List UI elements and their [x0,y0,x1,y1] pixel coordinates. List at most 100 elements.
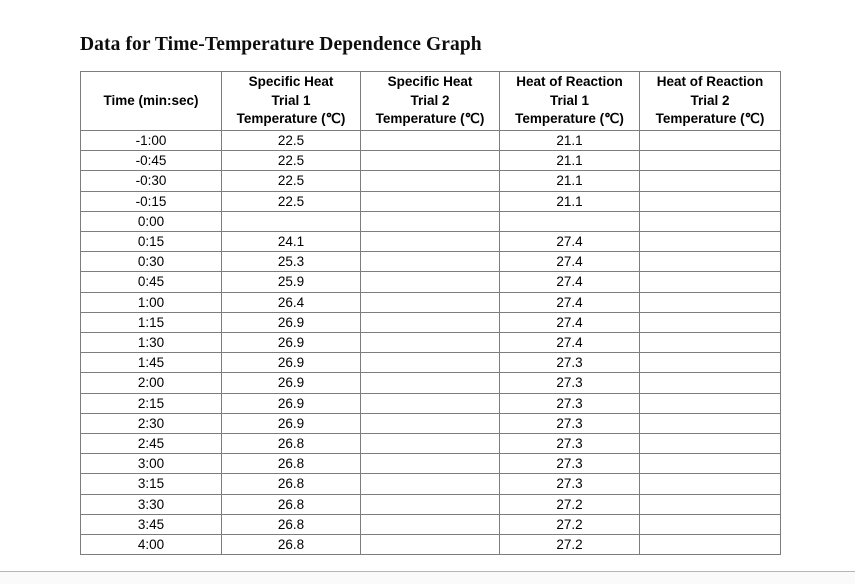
temperature-cell [639,352,781,374]
table-row: 3:00 26.8 27.3 [80,453,781,475]
temperature-cell [360,251,500,273]
temperature-cell [639,271,781,293]
temperature-cell: 22.5 [221,170,361,192]
temperature-cell: 27.3 [499,372,640,394]
temperature-cell [639,231,781,253]
temperature-cell: 27.4 [499,251,640,273]
temperature-cell: 25.3 [221,251,361,273]
time-cell: 1:30 [80,332,222,354]
temperature-cell [360,412,500,435]
table-row: 2:15 26.9 27.3 [80,392,781,414]
temperature-cell [360,513,500,536]
time-temperature-table: Time (min:sec) Specific Heat Trial 1 Temper… [80,71,781,556]
table-row: -0:15 22.5 21.1 [80,190,781,212]
time-cell: 1:45 [80,352,222,374]
time-cell: 2:45 [80,433,222,455]
temperature-cell [360,231,500,253]
temperature-cell: 26.9 [221,392,361,414]
temperature-cell [360,392,500,414]
table-row: 3:15 26.8 27.3 [80,473,781,495]
temperature-cell: 21.1 [499,190,640,212]
temperature-cell: 22.5 [221,129,361,152]
temperature-cell [639,190,781,212]
temperature-cell [639,129,781,152]
temperature-cell [639,210,781,233]
page-title: Data for Time-Temperature Dependence Gra… [80,34,482,55]
table-row: 1:00 26.4 27.4 [80,291,781,313]
temperature-cell [639,412,781,435]
temperature-cell: 24.1 [221,231,361,253]
temperature-cell: 27.4 [499,271,640,293]
temperature-cell [639,453,781,475]
time-cell: 3:30 [80,493,222,515]
temperature-cell [639,150,781,172]
temperature-cell: 27.4 [499,291,640,313]
column-header: Specific Heat Trial 2 Temperature (℃) [360,71,500,131]
temperature-cell: 26.8 [221,493,361,515]
temperature-cell [360,534,500,556]
temperature-cell [360,433,500,455]
temperature-cell [360,453,500,475]
time-cell: 1:00 [80,291,222,313]
time-cell: 2:15 [80,392,222,414]
temperature-cell: 26.9 [221,332,361,354]
temperature-cell: 22.5 [221,150,361,172]
temperature-cell: 25.9 [221,271,361,293]
table-row: 1:45 26.9 27.3 [80,352,781,374]
temperature-cell: 27.4 [499,332,640,354]
table-row: 3:45 26.8 27.2 [80,513,781,536]
temperature-cell [639,493,781,515]
time-cell: -0:45 [80,150,222,172]
temperature-cell: 27.4 [499,231,640,253]
temperature-cell: 27.2 [499,534,640,556]
temperature-cell [360,190,500,212]
table-row: 0:30 25.3 27.4 [80,251,781,273]
column-header: Heat of Reaction Trial 1 Temperature (℃) [499,71,640,131]
table-row: 0:15 24.1 27.4 [80,231,781,253]
time-cell: -1:00 [80,129,222,152]
temperature-cell [360,352,500,374]
time-cell: 2:00 [80,372,222,394]
time-cell: 0:30 [80,251,222,273]
temperature-cell: 27.3 [499,392,640,414]
temperature-cell [360,210,500,233]
temperature-cell: 27.3 [499,433,640,455]
temperature-cell [360,291,500,313]
temperature-cell [360,332,500,354]
table-body: -1:00 22.5 21.1 -0:45 22.5 21.1 -0:30 22.5 21.1-… [80,129,781,556]
time-cell: 2:30 [80,412,222,435]
temperature-cell: 26.8 [221,433,361,455]
column-header: Specific Heat Trial 1 Temperature (℃) [221,71,361,131]
temperature-cell [360,473,500,495]
temperature-cell: 27.4 [499,311,640,334]
table-row: 2:00 26.9 27.3 [80,372,781,394]
document-page: Data for Time-Temperature Dependence Gra… [80,34,781,556]
column-header: Heat of Reaction Trial 2 Temperature (℃) [639,71,781,131]
temperature-cell: 26.8 [221,453,361,475]
table-row: 1:15 26.9 27.4 [80,311,781,334]
time-cell: 3:15 [80,473,222,495]
temperature-cell [639,251,781,273]
table-row: 2:45 26.8 27.3 [80,433,781,455]
table-row: 4:00 26.8 27.2 [80,534,781,556]
table-header-row: Time (min:sec) Specific Heat Trial 1 Temper… [80,71,781,131]
temperature-cell: 21.1 [499,150,640,172]
temperature-cell [360,129,500,152]
temperature-cell [639,311,781,334]
column-header: Time (min:sec) [80,71,222,131]
time-cell: 0:15 [80,231,222,253]
table-row: 1:30 26.9 27.4 [80,332,781,354]
temperature-cell [360,493,500,515]
temperature-cell [639,332,781,354]
temperature-cell [639,513,781,536]
temperature-cell: 26.9 [221,352,361,374]
temperature-cell: 26.9 [221,372,361,394]
temperature-cell: 26.8 [221,473,361,495]
table-row: 3:30 26.8 27.2 [80,493,781,515]
temperature-cell: 22.5 [221,190,361,212]
temperature-cell: 21.1 [499,170,640,192]
viewport-bottom-edge [0,571,855,584]
temperature-cell: 26.9 [221,412,361,435]
temperature-cell [360,271,500,293]
temperature-cell: 26.4 [221,291,361,313]
